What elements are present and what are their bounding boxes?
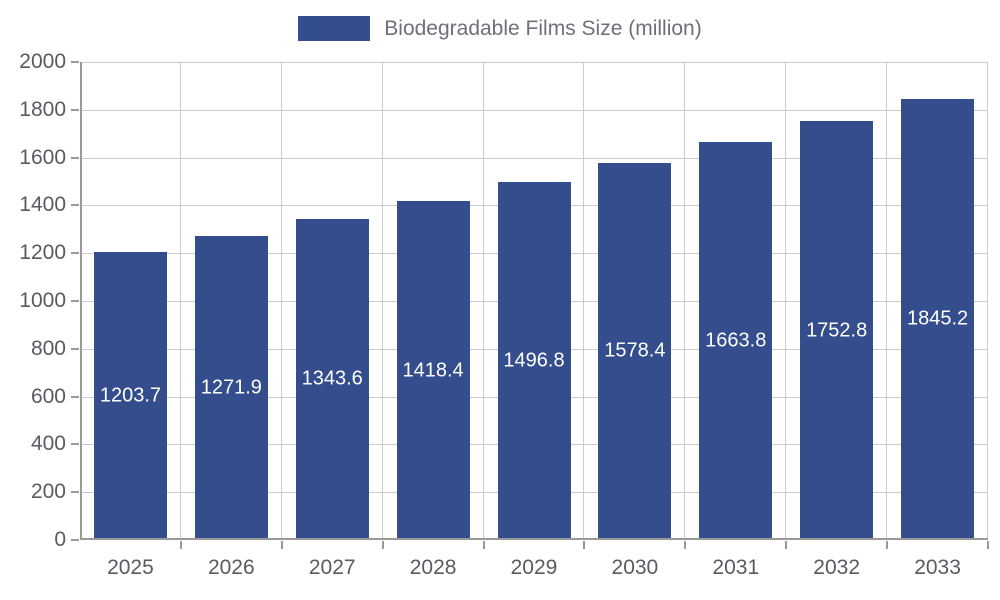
- bar-2030: [598, 162, 672, 540]
- y-axis-tick: [71, 108, 79, 111]
- x-gridline: [785, 62, 787, 540]
- bar-2033: [901, 98, 975, 540]
- bar-2031: [699, 142, 773, 540]
- x-axis-tick-label: 2031: [712, 556, 760, 579]
- x-gridline: [583, 62, 585, 540]
- y-axis-tick: [71, 443, 79, 446]
- bar-value-label: 1271.9: [200, 376, 262, 399]
- x-axis-tick-label: 2028: [409, 556, 457, 579]
- x-axis-tick: [583, 541, 586, 549]
- bar-2027: [295, 218, 369, 540]
- x-axis-tick: [785, 541, 788, 549]
- y-axis-tick: [71, 252, 79, 255]
- bar-2028: [396, 201, 470, 540]
- bar-value-label: 1578.4: [604, 339, 666, 362]
- y-axis-tick-label: 400: [30, 432, 66, 456]
- x-axis-tick: [179, 541, 182, 549]
- plot-area: 0 200 400 600 800 1000 1200 1400 1600 1800 2000 120…: [19, 50, 989, 579]
- bar-value-label: 1752.8: [806, 319, 868, 342]
- y-axis-tick-label: 200: [30, 480, 66, 504]
- x-gridline: [684, 62, 686, 540]
- bar-2032: [800, 121, 874, 540]
- x-axis-tick-label: 2027: [308, 556, 356, 579]
- x-axis-tick-label: 2033: [914, 556, 961, 579]
- y-axis-line: [80, 62, 82, 540]
- y-axis-tick: [71, 491, 79, 494]
- x-gridline: [381, 62, 383, 540]
- bar-value-label: 1496.8: [503, 349, 565, 372]
- x-axis-tick: [684, 541, 687, 549]
- x-axis-tick-label: 2029: [510, 556, 558, 579]
- bar-2026: [194, 236, 268, 540]
- x-gridline: [886, 62, 888, 540]
- bar-value-label: 1203.7: [99, 384, 162, 407]
- x-axis-tick: [482, 541, 485, 549]
- y-axis-tick-label: 1000: [19, 289, 66, 312]
- legend-swatch: [298, 16, 371, 41]
- x-axis-tick: [381, 541, 384, 549]
- x-gridline: [179, 62, 181, 540]
- y-gridline: [80, 157, 988, 159]
- y-axis-tick: [71, 61, 79, 63]
- bar-value-label: 1663.8: [705, 329, 767, 352]
- x-axis-tick-label: 2026: [207, 556, 255, 579]
- y-gridline: [80, 62, 988, 63]
- bar-2025: [93, 252, 167, 540]
- x-axis-tick: [987, 541, 989, 549]
- bar-value-label: 1418.4: [402, 359, 464, 381]
- y-axis-tick-label: 1200: [19, 241, 66, 265]
- y-axis-tick-label: 1600: [19, 145, 66, 169]
- legend-item[interactable]: Biodegradable Films Size (million): [0, 16, 1000, 41]
- y-axis-tick: [71, 204, 79, 207]
- x-axis-tick-label: 2032: [813, 556, 861, 579]
- y-axis-tick: [71, 539, 79, 541]
- y-axis-tick: [71, 300, 79, 302]
- x-axis-line: [80, 538, 988, 540]
- x-axis-tick-label: 2025: [107, 556, 154, 579]
- bar-value-label: 1845.2: [906, 307, 969, 330]
- y-axis-tick-label: 1400: [19, 193, 66, 217]
- y-axis-tick: [71, 347, 79, 350]
- y-axis-tick-label: 1800: [19, 97, 66, 121]
- x-gridline: [280, 62, 282, 540]
- y-gridline: [80, 109, 988, 111]
- x-axis-tick: [280, 541, 283, 549]
- y-axis-tick: [71, 156, 79, 159]
- legend-label: Biodegradable Films Size (million): [384, 16, 702, 40]
- y-axis-tick-label: 0: [54, 528, 66, 551]
- y-axis-tick-label: 2000: [19, 50, 66, 73]
- y-axis-tick-label: 600: [30, 384, 66, 408]
- bar-2029: [497, 182, 571, 540]
- x-axis-tick: [886, 541, 889, 549]
- bar-value-label: 1343.6: [301, 367, 363, 390]
- x-gridline: [482, 62, 484, 540]
- y-axis-tick: [71, 395, 79, 398]
- x-gridline: [987, 62, 988, 540]
- x-axis-tick-label: 2030: [611, 556, 659, 579]
- y-axis-tick-label: 800: [30, 336, 66, 360]
